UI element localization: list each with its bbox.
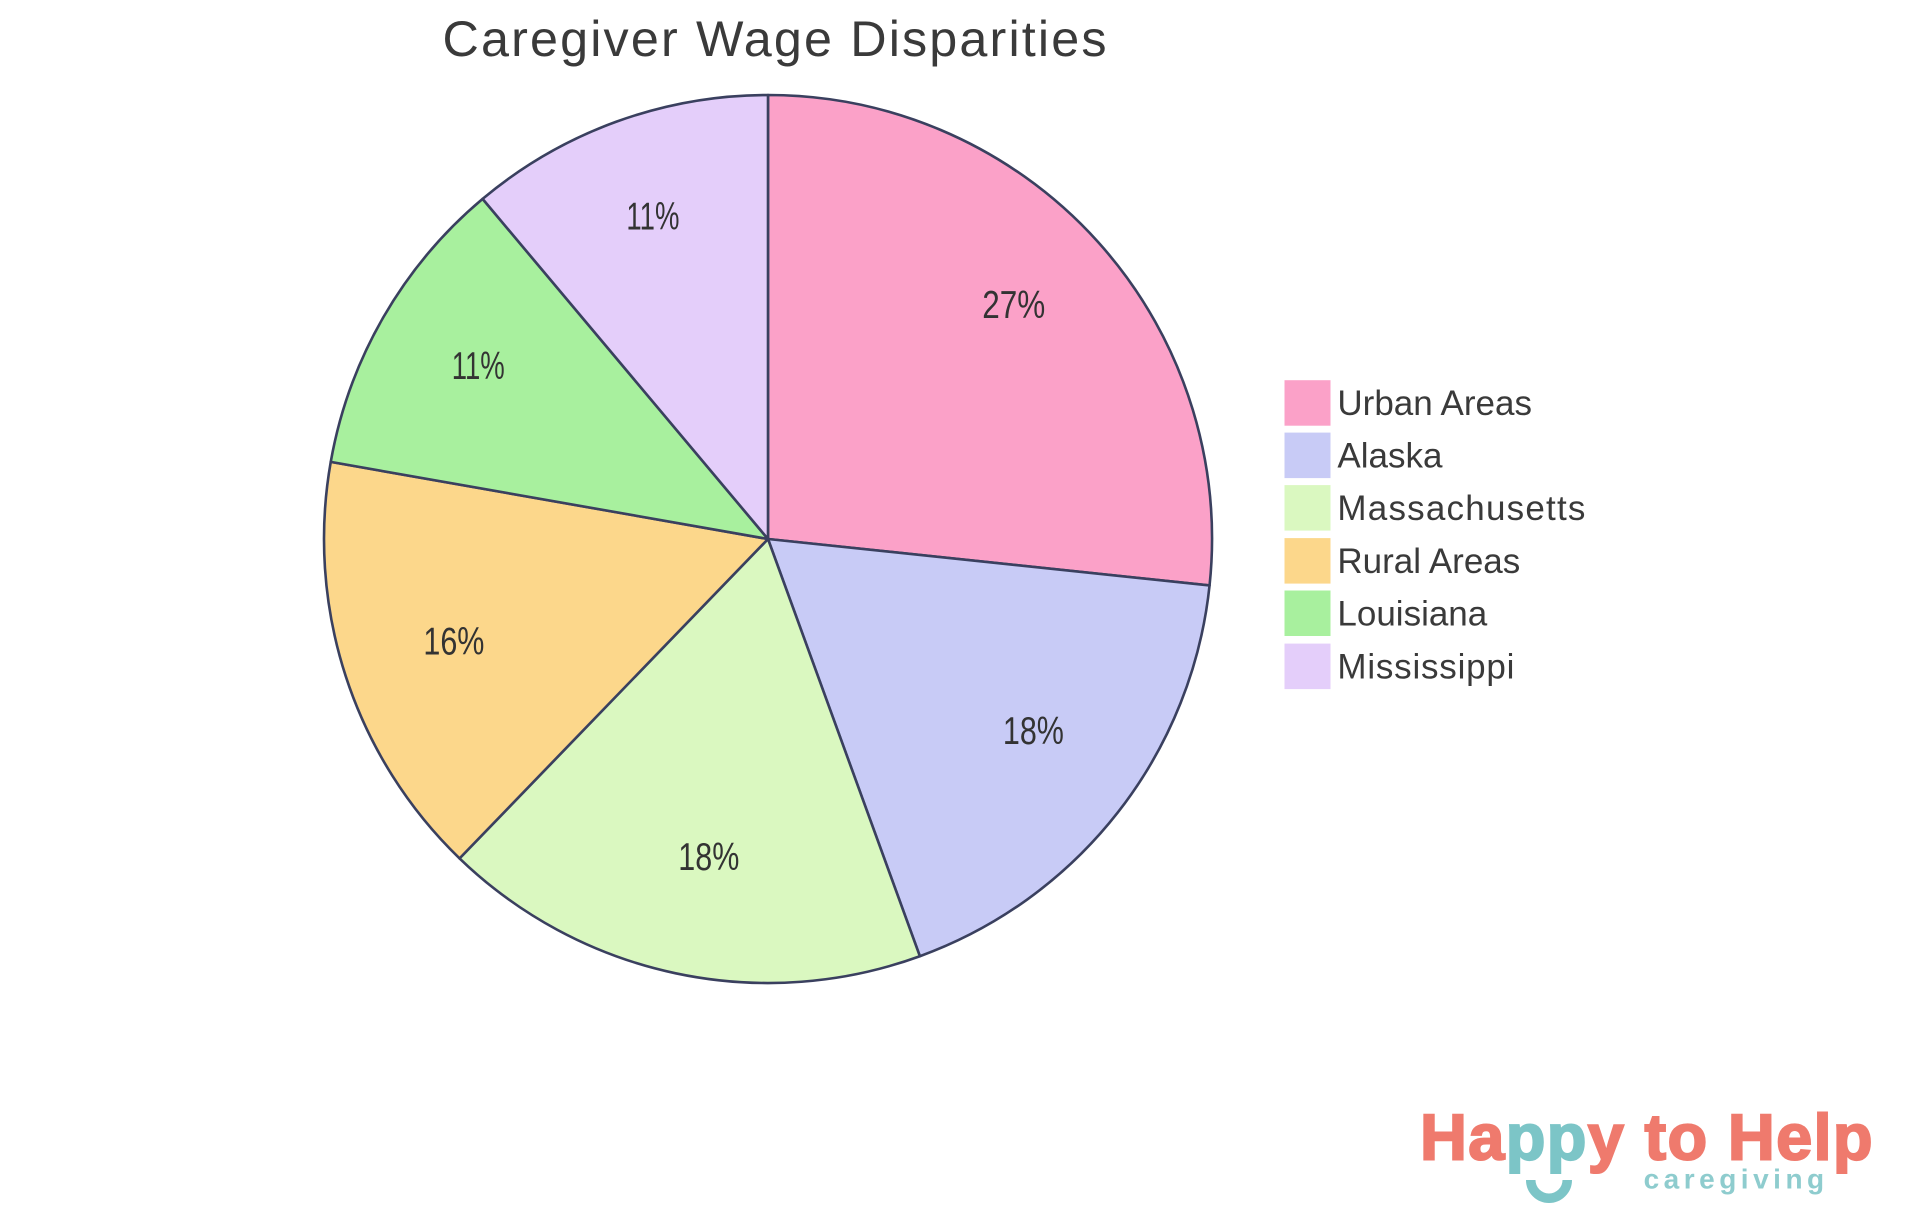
svg-text:Massachusetts: Massachusetts <box>1337 489 1585 528</box>
svg-text:Urban Areas: Urban Areas <box>1337 384 1532 423</box>
svg-text:16%: 16% <box>423 620 484 663</box>
svg-text:Alaska: Alaska <box>1337 436 1443 475</box>
svg-text:Caregiver Wage Disparities: Caregiver Wage Disparities <box>443 10 1107 67</box>
svg-text:11%: 11% <box>626 196 679 239</box>
svg-text:18%: 18% <box>1003 710 1064 753</box>
svg-text:Happy to Help: Happy to Help <box>1420 1100 1874 1173</box>
svg-text:Mississippi: Mississippi <box>1337 647 1514 686</box>
svg-text:18%: 18% <box>678 836 739 879</box>
svg-text:Louisiana: Louisiana <box>1337 594 1487 633</box>
svg-text:27%: 27% <box>982 284 1045 327</box>
svg-text:Rural Areas: Rural Areas <box>1337 542 1520 581</box>
svg-text:caregiving: caregiving <box>1644 1164 1829 1195</box>
svg-text:11%: 11% <box>452 345 505 388</box>
